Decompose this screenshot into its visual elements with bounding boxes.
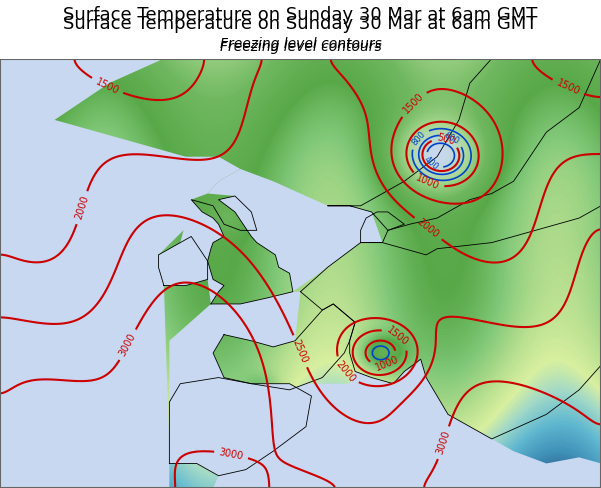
Text: 600: 600 [443, 130, 461, 146]
Text: 3000: 3000 [118, 332, 138, 358]
Text: 1000: 1000 [373, 355, 400, 373]
Text: Freezing level contours: Freezing level contours [219, 37, 382, 51]
Text: 2500: 2500 [291, 338, 310, 365]
Polygon shape [0, 59, 240, 488]
Text: 2000: 2000 [334, 359, 357, 385]
Polygon shape [169, 292, 300, 384]
Text: 2000: 2000 [415, 217, 441, 240]
Text: 3000: 3000 [218, 447, 244, 461]
Text: 1000: 1000 [414, 173, 441, 192]
Polygon shape [207, 169, 382, 292]
Text: 800: 800 [410, 129, 427, 147]
Text: 500: 500 [435, 133, 456, 147]
Polygon shape [159, 200, 224, 304]
Text: 1500: 1500 [555, 78, 581, 97]
Text: 1500: 1500 [401, 91, 426, 116]
Polygon shape [213, 359, 601, 488]
Text: 2000: 2000 [73, 194, 90, 221]
Text: Freezing level contours: Freezing level contours [219, 40, 382, 54]
Text: 400: 400 [423, 155, 440, 172]
Polygon shape [169, 335, 311, 476]
Text: Surface Temperature on Sunday 30 Mar at 6am GMT: Surface Temperature on Sunday 30 Mar at … [63, 6, 538, 23]
Text: 1500: 1500 [94, 76, 120, 96]
Text: 1500: 1500 [385, 325, 410, 348]
Text: Surface Temperature on Sunday 30 Mar at 6am GMT: Surface Temperature on Sunday 30 Mar at … [63, 15, 538, 33]
Text: 3000: 3000 [435, 429, 453, 456]
